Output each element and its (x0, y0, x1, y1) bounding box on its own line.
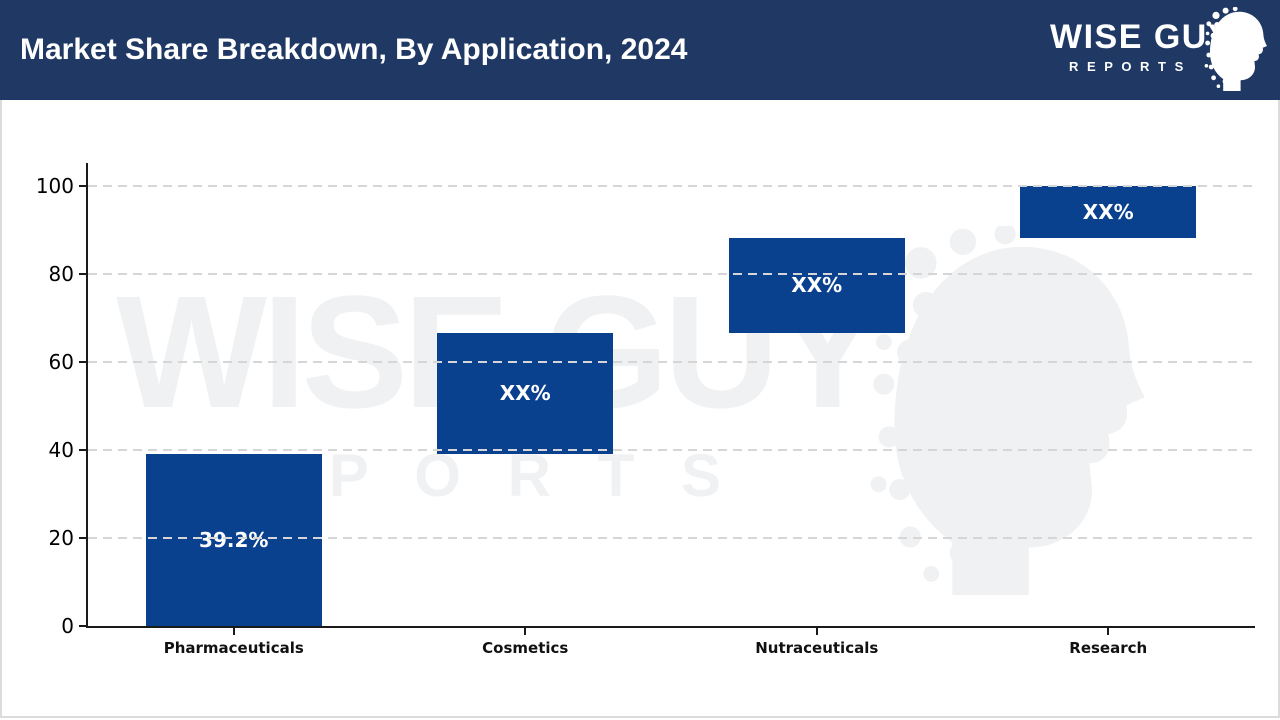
bar-cosmetics: XX% (437, 332, 614, 454)
y-tick-60 (79, 361, 86, 363)
x-category-label: Nutraceuticals (755, 639, 879, 657)
x-tick (1107, 628, 1110, 635)
bar-pharmaceuticals: 39.2% (145, 453, 322, 626)
y-tick-0 (79, 625, 86, 627)
bar-value-label: XX% (499, 381, 551, 406)
watermark-head-icon (868, 226, 1158, 595)
x-tick (232, 628, 235, 635)
wiseguy-head-icon (1204, 7, 1270, 91)
x-tick (815, 628, 818, 635)
y-tick-label: 40 (48, 438, 74, 462)
brand-logo-subtext: R E P O R T S (1069, 59, 1186, 74)
y-tick-label: 80 (48, 262, 74, 286)
bar-value-label: 39.2% (199, 527, 269, 552)
gridline-60 (88, 361, 1254, 363)
brand-logo-wordmark: WISE GUY (1050, 18, 1233, 56)
bar-research: XX% (1020, 186, 1197, 238)
bar-value-label: XX% (1082, 199, 1134, 224)
gridline-80 (88, 273, 1254, 275)
y-tick-label: 60 (48, 350, 74, 374)
brand-logo: WISE GUY R E P O R T S (1012, 0, 1272, 100)
gridline-20 (88, 537, 1254, 539)
y-tick-100 (79, 185, 86, 187)
y-tick-20 (79, 537, 86, 539)
y-tick-label: 100 (35, 174, 74, 198)
x-tick (524, 628, 527, 635)
x-category-label: Pharmaceuticals (163, 639, 304, 657)
y-tick-label: 20 (48, 526, 74, 550)
y-tick-label: 0 (61, 614, 74, 638)
y-tick-80 (79, 273, 86, 275)
page-title: Market Share Breakdown, By Application, … (20, 33, 688, 66)
x-category-label: Cosmetics (482, 639, 569, 657)
header-bar: Market Share Breakdown, By Application, … (0, 0, 1280, 100)
x-category-label: Research (1069, 639, 1148, 657)
gridline-40 (88, 449, 1254, 451)
bar-value-label: XX% (791, 273, 843, 298)
y-axis-line (86, 163, 88, 628)
x-axis-line (86, 626, 1255, 628)
y-tick-40 (79, 449, 86, 451)
gridline-100 (88, 185, 1254, 187)
bar-nutraceuticals: XX% (728, 237, 905, 333)
